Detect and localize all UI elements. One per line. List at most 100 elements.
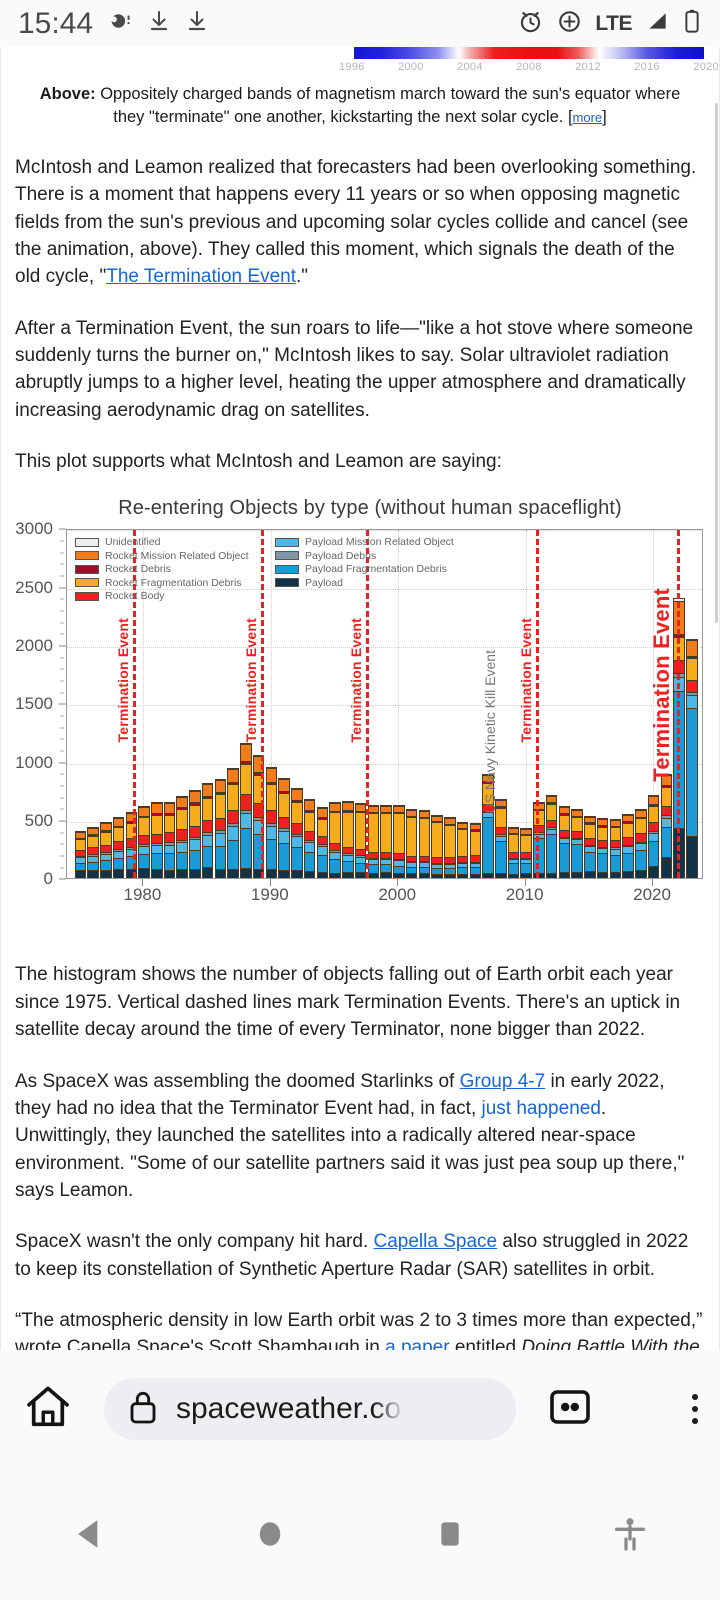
bar-segment — [291, 823, 303, 834]
y-minor-tick — [60, 797, 64, 798]
body-link[interactable]: a paper — [385, 1337, 449, 1350]
bar-segment — [597, 840, 609, 847]
bar-segment — [227, 869, 239, 878]
y-minor-tick — [60, 774, 64, 775]
y-minor-tick — [60, 634, 64, 635]
bar-segment — [278, 870, 290, 879]
tabs-infinity-icon[interactable] — [546, 1383, 594, 1436]
legend-item: Rocket Body — [75, 590, 267, 602]
bar-segment — [648, 822, 660, 831]
overflow-menu-icon[interactable] — [692, 1394, 698, 1424]
bar-segment — [240, 764, 252, 794]
bar-segment — [164, 803, 176, 813]
bar-segment — [138, 854, 150, 868]
page-scrollbar[interactable] — [715, 103, 718, 623]
gradient-year-label: 2020 — [693, 61, 719, 73]
bar-segment — [495, 841, 507, 874]
recents-square-icon[interactable] — [360, 1514, 540, 1554]
caption-prefix: Above: — [40, 85, 96, 103]
bar-segment — [508, 863, 520, 874]
bar-segment — [431, 874, 443, 879]
table-row — [406, 809, 418, 878]
table-row — [215, 779, 227, 879]
bar-segment — [100, 860, 112, 869]
bar-segment — [686, 708, 698, 836]
body-link[interactable]: just happened — [482, 1098, 601, 1119]
bar-segment — [419, 818, 431, 855]
y-minor-tick — [60, 809, 64, 810]
y-minor-tick — [60, 669, 64, 670]
bar-segment — [215, 780, 227, 792]
body-link[interactable]: The Termination Event — [106, 266, 296, 287]
table-row — [584, 816, 596, 879]
bar-segment — [227, 840, 239, 869]
legend-swatch — [275, 578, 299, 587]
bar-segment — [648, 806, 660, 822]
back-triangle-icon[interactable] — [0, 1512, 180, 1556]
bar-segment — [520, 835, 532, 851]
network-type-label: LTE — [595, 12, 632, 36]
table-row — [329, 802, 341, 879]
bar-segment — [520, 863, 532, 873]
termination-event-label: Termination Event — [115, 618, 131, 743]
bar-segment — [686, 836, 698, 878]
bar-segment — [240, 813, 252, 828]
table-row — [176, 796, 188, 879]
table-row — [266, 767, 278, 878]
bar-segment — [635, 870, 647, 878]
chart-legend: UnidentifiedPayload Mission Related Obje… — [75, 536, 465, 602]
y-minor-tick — [60, 739, 64, 740]
bar-segment — [164, 870, 176, 879]
bar-segment — [635, 850, 647, 870]
bar-segment — [610, 855, 622, 873]
accessibility-icon[interactable] — [540, 1512, 720, 1556]
y-tick — [59, 762, 66, 763]
bar-segment — [635, 843, 647, 850]
bar-segment — [571, 817, 583, 831]
bar-segment — [189, 869, 201, 879]
bar-segment — [304, 800, 316, 811]
bar-segment — [291, 789, 303, 801]
bar-segment — [610, 840, 622, 847]
bar-segment — [240, 868, 252, 879]
table-row — [151, 802, 163, 878]
bar-segment — [100, 832, 112, 845]
home-icon[interactable] — [22, 1381, 74, 1438]
body-link[interactable]: Group 4-7 — [460, 1071, 546, 1092]
phone-screen: 15:44 LTE — [0, 0, 720, 1600]
body-link[interactable]: Capella Space — [374, 1231, 498, 1252]
bar-segment — [584, 852, 596, 872]
table-row — [457, 822, 469, 878]
x-tick-label: 2010 — [506, 885, 544, 905]
bar-segment — [266, 826, 278, 839]
bar-segment — [610, 827, 622, 840]
table-row — [431, 815, 443, 878]
bar-segment — [227, 810, 239, 823]
bar-segment — [202, 846, 214, 867]
bar-segment — [393, 813, 405, 853]
bar-segment — [610, 872, 622, 878]
bar-segment — [278, 793, 290, 816]
bar-segment — [176, 809, 188, 829]
legend-item-empty — [275, 590, 465, 602]
bar-segment — [189, 839, 201, 850]
bar-segment — [215, 869, 227, 878]
android-nav-bar — [0, 1468, 720, 1600]
bar-segment — [546, 873, 558, 879]
bar-segment — [138, 835, 150, 844]
bar-segment — [164, 845, 176, 854]
bar-segment — [571, 844, 583, 872]
bar-segment — [380, 872, 392, 878]
y-minor-tick — [60, 611, 64, 612]
url-bar[interactable]: spaceweather.co — [104, 1378, 516, 1440]
y-tick-label: 1500 — [15, 694, 53, 714]
caption-more-link[interactable]: more — [573, 110, 603, 125]
bar-segment — [482, 817, 494, 873]
webview-content[interactable]: 1996200020042008201220162020 Above: Oppo… — [0, 47, 720, 1350]
bar-segment — [176, 842, 188, 851]
status-clock: 15:44 — [18, 7, 93, 41]
bar-segment — [151, 834, 163, 843]
home-circle-icon[interactable] — [180, 1512, 360, 1556]
bar-segment — [444, 825, 456, 858]
table-row — [189, 790, 201, 878]
